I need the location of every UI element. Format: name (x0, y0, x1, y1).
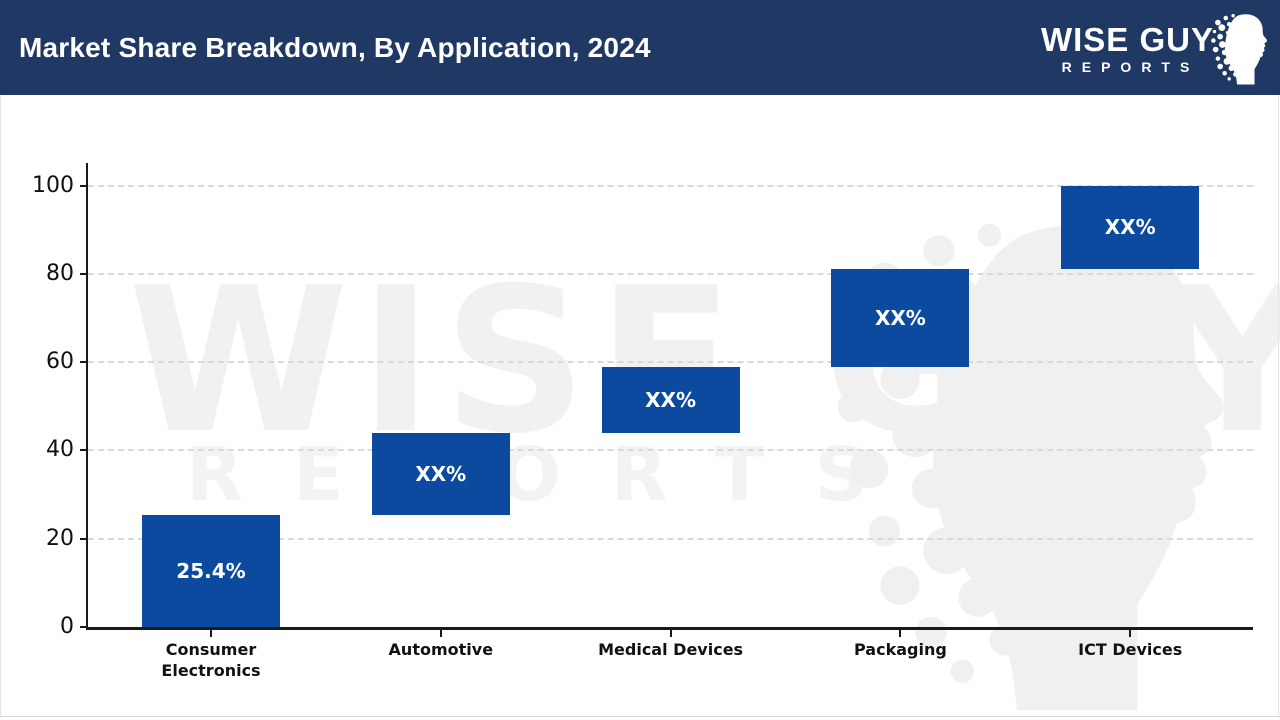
bar-value-label: XX% (645, 387, 697, 412)
x-category-label: Packaging (853, 640, 947, 659)
bottom-edge-line (0, 716, 1280, 717)
gridline-100 (88, 184, 1253, 187)
bar-medical-devices (601, 366, 740, 433)
bar-value-label: XX% (1104, 215, 1156, 240)
right-edge-line (1278, 95, 1279, 716)
x-category-label: Consumer Electronics (161, 640, 261, 680)
y-tick-label-80: 80 (46, 260, 74, 286)
bar-value-label: 25.4% (176, 558, 246, 583)
y-tick-mark-20 (80, 537, 88, 540)
brand-wordmark-line1: WISE GUY (1040, 20, 1214, 58)
y-tick-mark-60 (80, 361, 88, 364)
bar-value-label: XX% (874, 305, 926, 330)
y-axis (86, 163, 88, 629)
y-tick-label-40: 40 (46, 437, 74, 463)
gridline-20 (88, 537, 1253, 540)
y-tick-label-20: 20 (46, 525, 74, 551)
y-tick-label-60: 60 (46, 349, 74, 375)
bar-value-label: XX% (415, 461, 467, 486)
brand-head-icon (1210, 12, 1272, 86)
y-tick-label-0: 0 (60, 614, 74, 639)
app-header: Market Share Breakdown, By Application, … (0, 0, 1280, 95)
y-tick-mark-0 (80, 626, 88, 628)
y-tick-label-100: 100 (32, 172, 74, 198)
x-tick-mark (439, 630, 442, 637)
x-tick-mark (1129, 630, 1132, 637)
gridline-80 (88, 272, 1253, 275)
x-axis (86, 627, 1253, 630)
x-category-label: Automotive (388, 640, 494, 659)
bar-automotive (371, 432, 510, 515)
y-tick-mark-40 (80, 449, 88, 452)
gridline-60 (88, 361, 1253, 364)
x-tick-mark (899, 630, 902, 637)
gridline-40 (88, 449, 1253, 452)
x-tick-mark (669, 630, 672, 637)
bar-consumer-electronics (142, 514, 280, 627)
y-tick-mark-80 (80, 272, 88, 275)
bar-ict-devices (1061, 185, 1200, 270)
x-category-label: ICT Devices (1078, 640, 1183, 659)
brand-logo: WISE GUY REPORTS (1041, 10, 1272, 88)
bar-packaging (831, 269, 970, 367)
brand-wordmark-line2: REPORTS (1061, 59, 1200, 76)
x-category-label: Medical Devices (598, 640, 744, 659)
y-tick-mark-100 (80, 184, 88, 187)
x-tick-mark (210, 630, 212, 637)
page-title: Market Share Breakdown, By Application, … (19, 31, 651, 63)
brand-wordmark: WISE GUY REPORTS (1040, 20, 1214, 76)
left-edge-line (0, 95, 1, 716)
